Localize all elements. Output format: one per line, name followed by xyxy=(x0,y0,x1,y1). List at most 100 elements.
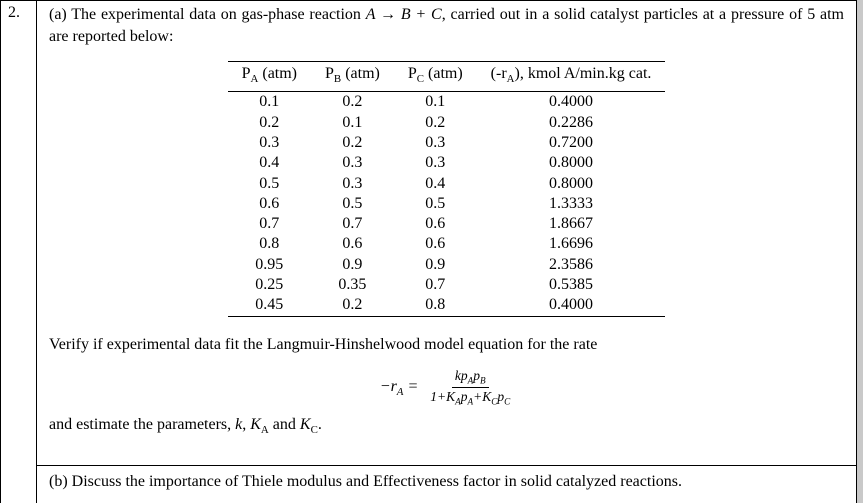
table-cell: 1.3333 xyxy=(549,194,594,212)
table-cell: 0.1 xyxy=(259,93,280,111)
estimate-text: and estimate the parameters, k, KA and K… xyxy=(49,416,844,436)
table-row: 0.45 0.2 0.8 0.4000 xyxy=(228,295,666,316)
table-row: 0.95 0.9 0.9 2.3586 xyxy=(228,255,666,275)
table-cell: 0.5385 xyxy=(549,276,594,294)
problem-number-cell: 2. xyxy=(1,1,37,503)
table-cell: 0.6 xyxy=(425,215,446,233)
table-cell: 0.25 xyxy=(255,276,284,294)
column-header-pb: PB (atm) xyxy=(311,61,394,93)
part-a-intro: (a) The experimental data on gas-phase r… xyxy=(49,4,844,48)
table-cell: 0.5 xyxy=(259,174,280,192)
problem-number: 2. xyxy=(8,4,20,21)
param-ka: K xyxy=(250,415,261,433)
table-row: 0.7 0.7 0.6 1.8667 xyxy=(228,214,666,234)
table-cell: 0.9 xyxy=(425,255,446,273)
eq-num-sub: B xyxy=(479,375,486,386)
table-cell: 0.2286 xyxy=(549,113,594,131)
table-cell: 0.7 xyxy=(425,276,446,294)
eq-equals: = xyxy=(407,377,419,395)
estimate-seg: , xyxy=(242,415,251,433)
table-cell: 0.3 xyxy=(259,133,280,151)
header-sub: C xyxy=(416,73,425,86)
eq-num-sub: A xyxy=(467,375,474,386)
table-cell: 0.4000 xyxy=(549,296,594,314)
table-cell: 0.2 xyxy=(342,133,363,151)
eq-lhs-sub: A xyxy=(396,385,404,398)
param-kc: K xyxy=(299,415,311,433)
estimate-seg: and estimate the parameters, xyxy=(49,415,236,433)
table-row: 0.8 0.6 0.6 1.6696 xyxy=(228,234,666,254)
header-base: (-r xyxy=(490,65,507,83)
eq-den-seg: p xyxy=(460,389,468,405)
table-cell: 0.1 xyxy=(425,93,446,111)
intro-prefix: (a) The experimental data on gas-phase r… xyxy=(49,6,366,23)
header-sub: A xyxy=(250,73,259,86)
table-cell: 0.3 xyxy=(342,174,363,192)
table-cell: 0.8000 xyxy=(549,174,594,192)
header-unit: (atm) xyxy=(258,65,298,83)
table-cell: 0.1 xyxy=(342,113,363,131)
table-cell: 0.2 xyxy=(425,113,446,131)
table-cell: 0.5 xyxy=(425,194,446,212)
data-table-body: 0.1 0.2 0.1 0.4000 0.2 0.1 0.2 0.2286 0.3 0.2 0.3 0… xyxy=(228,92,666,316)
table-cell: 0.8 xyxy=(259,235,280,253)
header-base: P xyxy=(407,65,417,83)
table-cell: 1.8667 xyxy=(549,215,594,233)
table-cell: 0.8000 xyxy=(549,154,594,172)
table-row: 0.4 0.3 0.3 0.8000 xyxy=(228,153,666,173)
rate-equation: −rA = kpApB 1+KApA+KCpC xyxy=(49,367,844,409)
eq-den-sub: A xyxy=(467,396,474,407)
table-row: 0.2 0.1 0.2 0.2286 xyxy=(228,113,666,133)
estimate-seg: . xyxy=(317,415,322,433)
table-cell: 0.7 xyxy=(342,215,363,233)
equation-fraction: kpApB 1+KApA+KCpC xyxy=(427,367,513,409)
problem-content-cell: (a) The experimental data on gas-phase r… xyxy=(37,1,856,503)
table-cell: 0.3 xyxy=(425,154,446,172)
table-cell: 1.6696 xyxy=(549,235,594,253)
reaction-formula: A → B + C xyxy=(365,6,442,23)
equation-numerator: kpApB xyxy=(451,367,489,389)
table-cell: 0.7 xyxy=(259,215,280,233)
eq-den-seg: 1+K xyxy=(430,389,456,405)
table-cell: 0.2 xyxy=(342,93,363,111)
table-cell: 0.6 xyxy=(342,235,363,253)
table-cell: 0.45 xyxy=(255,296,284,314)
header-sub: A xyxy=(506,73,515,86)
table-cell: 0.6 xyxy=(259,194,280,212)
table-cell: 0.6 xyxy=(425,235,446,253)
header-base: P xyxy=(325,65,334,83)
table-cell: 0.3 xyxy=(342,154,363,172)
intro-suffix: , carried out in a solid catalyst partic… xyxy=(49,6,845,46)
eq-den-seg: +K xyxy=(473,389,492,405)
table-cell: 0.9 xyxy=(342,255,363,273)
table-cell: 0.35 xyxy=(338,276,367,294)
part-a-section: (a) The experimental data on gas-phase r… xyxy=(37,1,856,465)
equation-lhs: −rA = xyxy=(380,378,418,398)
table-cell: 0.2 xyxy=(342,296,363,314)
table-cell: 0.4000 xyxy=(549,93,594,111)
header-base: P xyxy=(241,65,251,83)
table-cell: 0.8 xyxy=(425,296,446,314)
column-header-rate: (-rA), kmol A/min.kg cat. xyxy=(476,61,666,93)
eq-den-seg: p xyxy=(497,389,505,405)
param-k: k xyxy=(235,415,243,433)
equation-denominator: 1+KApA+KCpC xyxy=(427,388,513,409)
estimate-seg: and xyxy=(268,415,300,433)
eq-num-seg: kp xyxy=(454,367,468,383)
header-unit: (atm) xyxy=(424,65,463,83)
table-row: 0.3 0.2 0.3 0.7200 xyxy=(228,133,666,153)
header-sub: B xyxy=(333,73,342,86)
param-ka-sub: A xyxy=(260,424,269,437)
table-row: 0.1 0.2 0.1 0.4000 xyxy=(228,92,666,113)
column-header-pc: PC (atm) xyxy=(393,61,477,93)
table-cell: 0.4 xyxy=(425,174,446,192)
header-unit: ), kmol A/min.kg cat. xyxy=(514,65,652,83)
table-cell: 2.3586 xyxy=(549,255,594,273)
table-row: 0.6 0.5 0.5 1.3333 xyxy=(228,194,666,214)
table-cell: 0.2 xyxy=(259,113,280,131)
table-cell: 0.7200 xyxy=(549,133,594,151)
header-unit: (atm) xyxy=(341,65,380,83)
part-b-text: (b) Discuss the importance of Thiele mod… xyxy=(49,473,682,490)
eq-den-sub: C xyxy=(504,396,511,407)
